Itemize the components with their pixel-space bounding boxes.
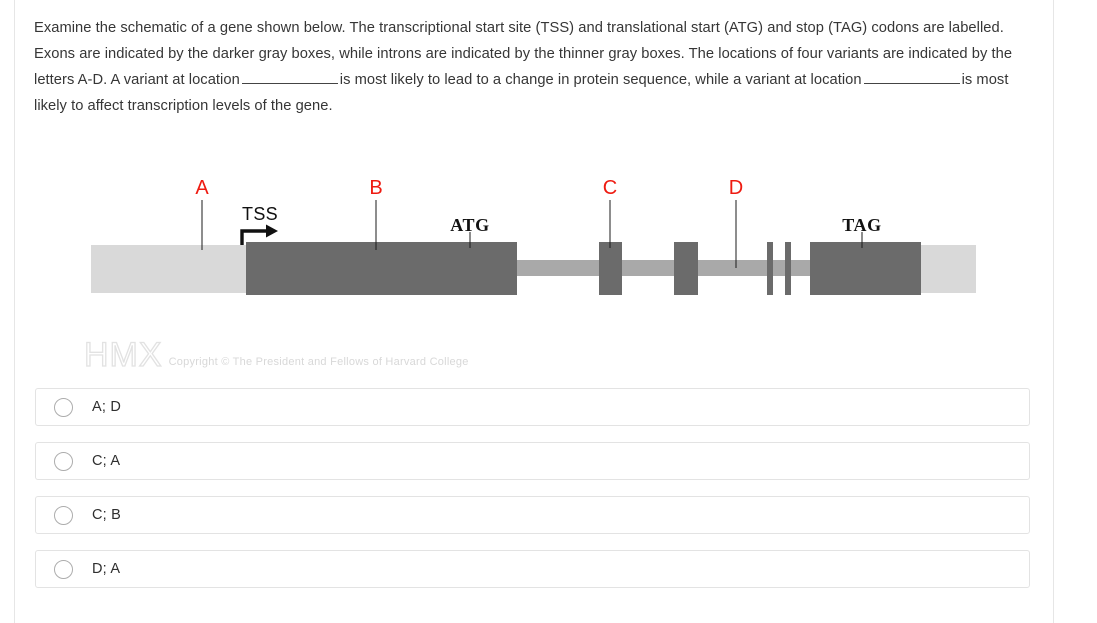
variant-label-d: D — [728, 177, 744, 199]
exon-1 — [246, 242, 517, 295]
variant-label-b: B — [369, 177, 383, 199]
exon-3 — [674, 242, 698, 295]
feature-tick-atg — [469, 232, 471, 248]
radio-button-1[interactable] — [54, 397, 73, 417]
answer-option-1[interactable]: A; D — [35, 388, 1030, 426]
exon-6 — [810, 242, 921, 295]
feature-tick-tag — [861, 232, 863, 248]
intron-2 — [622, 260, 674, 276]
answer-option-label-4: D; A — [92, 561, 121, 577]
feature-label-tag: TAG — [842, 215, 882, 235]
question-text-part-1: Examine the schematic of a gene shown be… — [34, 20, 1013, 88]
variant-label-a: A — [195, 177, 209, 199]
question-text-part-3: is most likely to affect transcription l… — [34, 72, 1009, 114]
page-right-rule — [1053, 0, 1054, 623]
question-text-part-2: is most likely to lead to a change in pr… — [339, 72, 862, 88]
utr-5-prime — [91, 245, 246, 293]
answer-option-2[interactable]: C; A — [35, 442, 1030, 480]
page-left-rule — [14, 0, 15, 623]
exon-2 — [599, 242, 622, 295]
tss-arrow-icon — [238, 223, 282, 252]
radio-button-2[interactable] — [54, 451, 73, 471]
radio-button-4[interactable] — [54, 559, 73, 579]
intron-5 — [790, 260, 810, 276]
variant-tick-c — [609, 200, 611, 248]
answer-option-4[interactable]: D; A — [35, 550, 1030, 588]
answer-option-3[interactable]: C; B — [35, 496, 1030, 534]
question-stem: Examine the schematic of a gene shown be… — [34, 15, 1028, 119]
variant-label-c: C — [602, 177, 618, 199]
copyright-text: Copyright © The President and Fellows of… — [168, 356, 469, 368]
gene-schematic-figure: A B C D TSS ATG TAG — [0, 150, 1097, 380]
variant-tick-b — [375, 200, 377, 250]
intron-1 — [517, 260, 599, 276]
utr-3-prime — [921, 245, 976, 293]
answer-option-label-3: C; B — [92, 507, 121, 523]
exon-4 — [767, 242, 773, 295]
intron-4 — [772, 260, 786, 276]
answer-options-list: A; D C; A C; B D; A — [35, 388, 1030, 604]
variant-tick-d — [735, 200, 737, 268]
watermark: HMX Copyright © The President and Fellow… — [83, 336, 469, 374]
gene-schematic-canvas: A B C D TSS ATG TAG — [0, 150, 1097, 380]
variant-tick-a — [201, 200, 203, 250]
answer-option-label-1: A; D — [92, 399, 121, 415]
intron-3 — [698, 260, 767, 276]
hmx-logo: HMX — [83, 336, 163, 374]
answer-blank-1 — [241, 71, 338, 84]
answer-blank-2 — [863, 71, 960, 84]
answer-option-label-2: C; A — [92, 453, 121, 469]
radio-button-3[interactable] — [54, 505, 73, 525]
exon-5 — [785, 242, 791, 295]
feature-label-tss: TSS — [242, 204, 278, 224]
feature-label-atg: ATG — [450, 215, 490, 235]
